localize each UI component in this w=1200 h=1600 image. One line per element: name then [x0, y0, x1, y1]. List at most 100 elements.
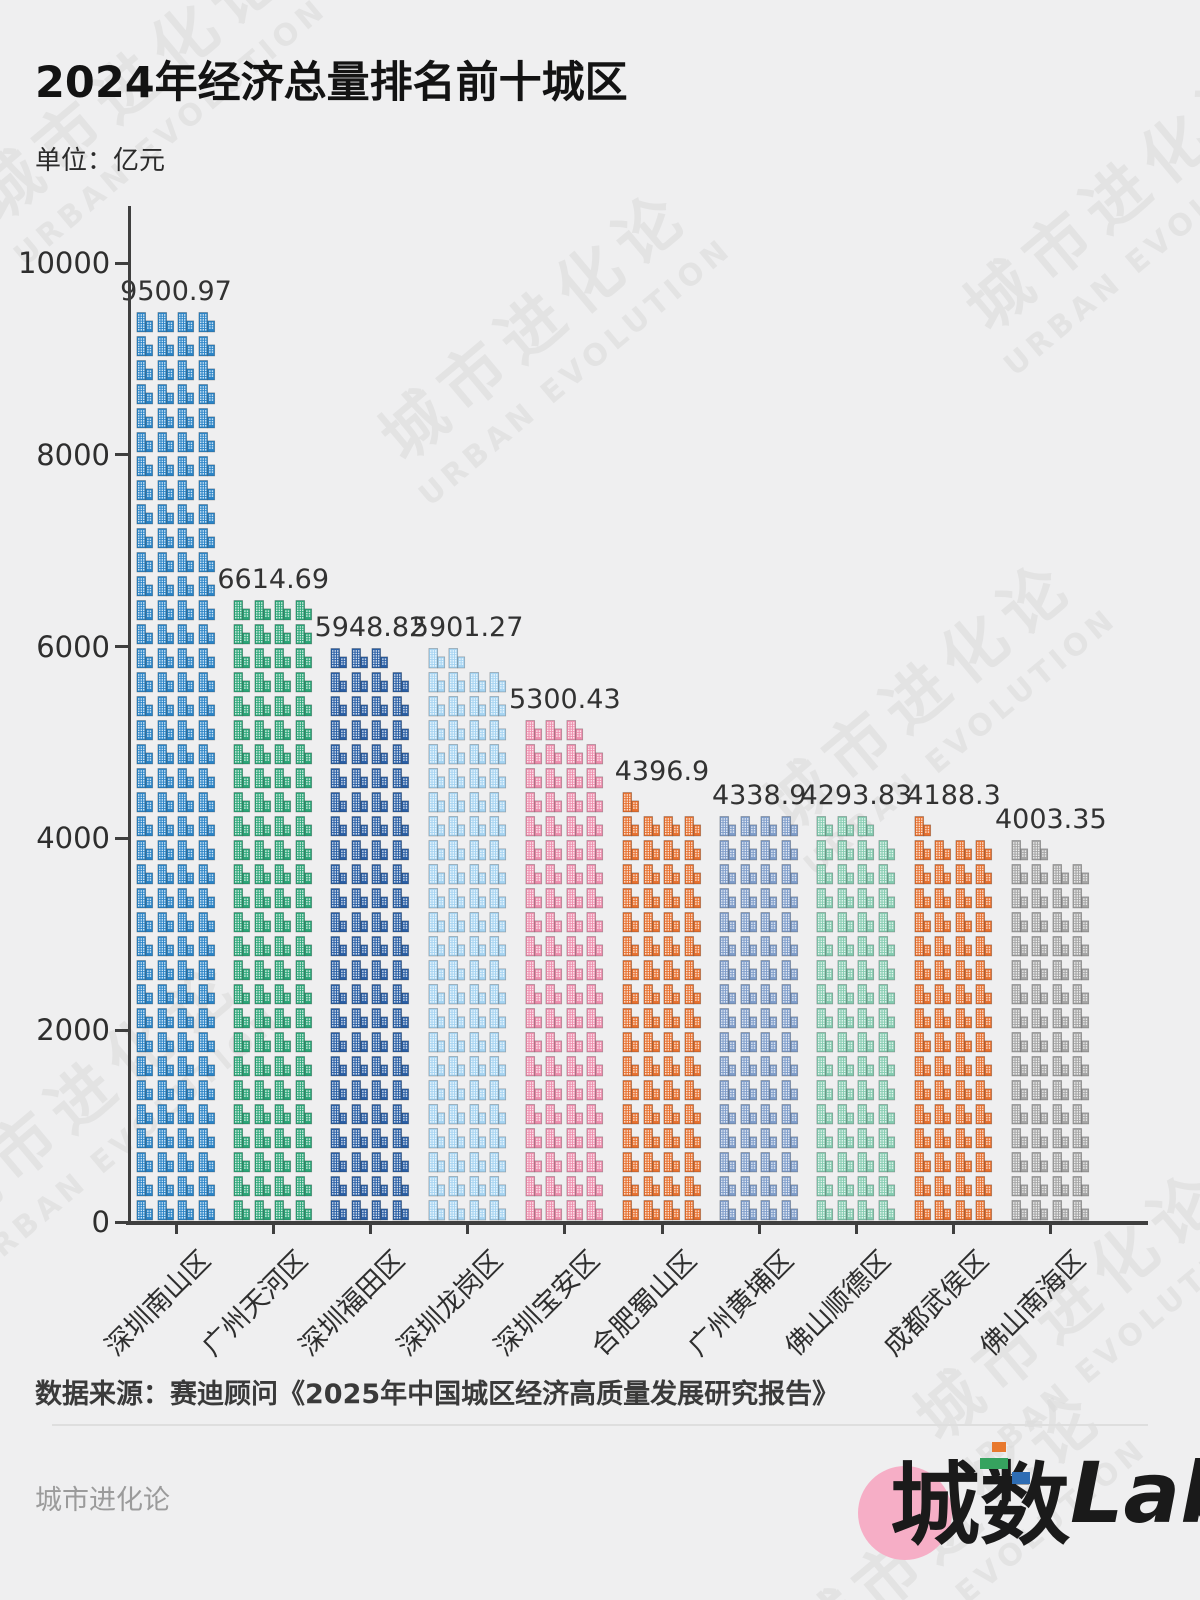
- building-icon: [586, 1080, 604, 1101]
- building-icon: [489, 1104, 507, 1125]
- building-icon: [274, 840, 292, 861]
- building-icon: [622, 1128, 640, 1149]
- building-icon: [816, 888, 834, 909]
- building-icon: [878, 1152, 895, 1173]
- y-axis-tick-label: 6000: [18, 630, 110, 664]
- building-icon: [233, 960, 251, 981]
- building-icon: [525, 768, 542, 789]
- bar-value-label: 4188.3: [869, 780, 1039, 811]
- bar-icon-row: [427, 958, 509, 982]
- building-icon: [351, 1008, 368, 1029]
- building-icon: [198, 792, 215, 813]
- building-icon: [254, 600, 271, 621]
- building-icon: [428, 840, 445, 861]
- bar-icon-row: [232, 694, 314, 718]
- building-icon: [1052, 1200, 1069, 1221]
- building-icon: [816, 840, 834, 861]
- bar-icon-row: [329, 1150, 411, 1174]
- building-icon: [719, 1200, 737, 1221]
- x-axis-tick: [271, 1225, 275, 1234]
- building-icon: [428, 768, 445, 789]
- bar-icon-row: [1010, 1174, 1092, 1198]
- building-icon: [975, 1128, 993, 1149]
- building-icon: [233, 1008, 251, 1029]
- building-icon: [566, 864, 583, 885]
- building-icon: [157, 672, 174, 693]
- building-icon: [566, 1128, 583, 1149]
- bar-icon-row: [427, 862, 509, 886]
- building-icon: [489, 888, 507, 909]
- building-icon: [157, 552, 174, 573]
- building-icon: [781, 840, 798, 861]
- building-icon: [781, 984, 798, 1005]
- building-icon: [469, 696, 486, 717]
- building-icon: [1031, 1128, 1049, 1149]
- building-icon: [157, 1104, 174, 1125]
- bar-icon-row: [329, 694, 411, 718]
- building-icon: [371, 648, 389, 669]
- bar-icon-row: [232, 598, 314, 622]
- building-icon: [448, 816, 466, 837]
- building-icon: [177, 888, 195, 909]
- building-icon: [740, 960, 757, 981]
- building-icon: [740, 1128, 757, 1149]
- bar-icon-row: [524, 1150, 606, 1174]
- y-axis-tick: [115, 1028, 128, 1032]
- building-icon: [740, 912, 757, 933]
- building-icon: [254, 912, 271, 933]
- building-icon: [198, 456, 215, 477]
- building-icon: [469, 744, 486, 765]
- building-icon: [392, 864, 409, 885]
- building-icon: [198, 1128, 215, 1149]
- bar-icon-row: [913, 814, 995, 838]
- logo-green-square: [980, 1458, 1008, 1469]
- building-icon: [233, 888, 251, 909]
- building-icon: [525, 1080, 542, 1101]
- building-icon: [663, 864, 681, 885]
- building-icon: [781, 912, 798, 933]
- building-icon: [1072, 984, 1090, 1005]
- building-icon: [254, 720, 271, 741]
- building-icon: [330, 768, 348, 789]
- bar-value-label: 4338.9: [674, 780, 844, 811]
- bar-icon-row: [427, 910, 509, 934]
- bar-icon-row: [135, 1198, 217, 1222]
- building-icon: [177, 936, 195, 957]
- building-icon: [448, 912, 466, 933]
- building-icon: [684, 1152, 701, 1173]
- building-icon: [198, 1080, 215, 1101]
- building-icon: [330, 1008, 348, 1029]
- building-icon: [914, 1056, 931, 1077]
- building-icon: [428, 1176, 445, 1197]
- building-icon: [878, 984, 895, 1005]
- building-icon: [254, 768, 271, 789]
- building-icon: [1011, 960, 1028, 981]
- building-icon: [1031, 912, 1049, 933]
- bar-icon-row: [232, 1150, 314, 1174]
- source-note: 数据来源：赛迪顾问《2025年中国城区经济高质量发展研究报告》: [35, 1372, 839, 1411]
- bar-icon-row: [329, 1198, 411, 1222]
- building-icon: [330, 984, 348, 1005]
- building-icon: [177, 768, 195, 789]
- building-icon: [1072, 1104, 1090, 1125]
- bar-icon-row: [427, 1198, 509, 1222]
- building-icon: [157, 840, 174, 861]
- logo-text-cn: 城数: [890, 1432, 1070, 1562]
- building-icon: [274, 672, 292, 693]
- building-icon: [934, 1152, 952, 1173]
- building-icon: [177, 624, 195, 645]
- building-icon: [781, 864, 798, 885]
- building-icon: [1072, 936, 1090, 957]
- building-icon: [448, 696, 466, 717]
- building-icon: [330, 1176, 348, 1197]
- building-icon: [878, 1128, 895, 1149]
- building-icon: [816, 1056, 834, 1077]
- building-icon: [295, 936, 312, 957]
- building-icon: [469, 768, 486, 789]
- building-icon: [975, 1008, 993, 1029]
- building-icon: [274, 1008, 292, 1029]
- building-icon: [643, 864, 660, 885]
- building-icon: [684, 960, 701, 981]
- building-icon: [857, 984, 875, 1005]
- building-icon: [525, 960, 542, 981]
